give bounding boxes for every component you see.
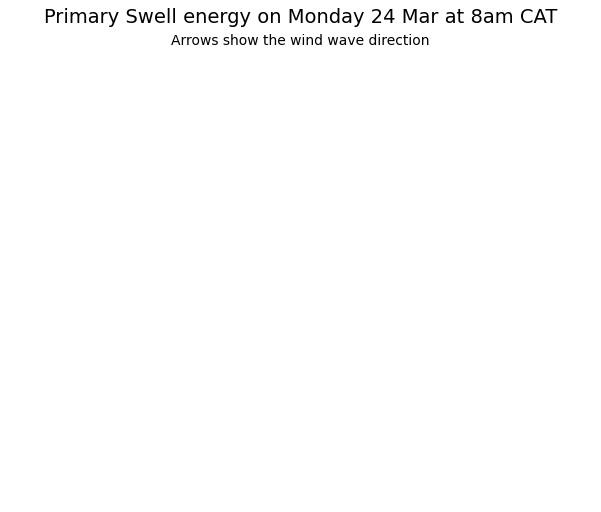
Text: Arrows show the wind wave direction: Arrows show the wind wave direction bbox=[171, 34, 430, 48]
Text: Primary Swell energy on Monday 24 Mar at 8am CAT: Primary Swell energy on Monday 24 Mar at… bbox=[44, 8, 557, 28]
